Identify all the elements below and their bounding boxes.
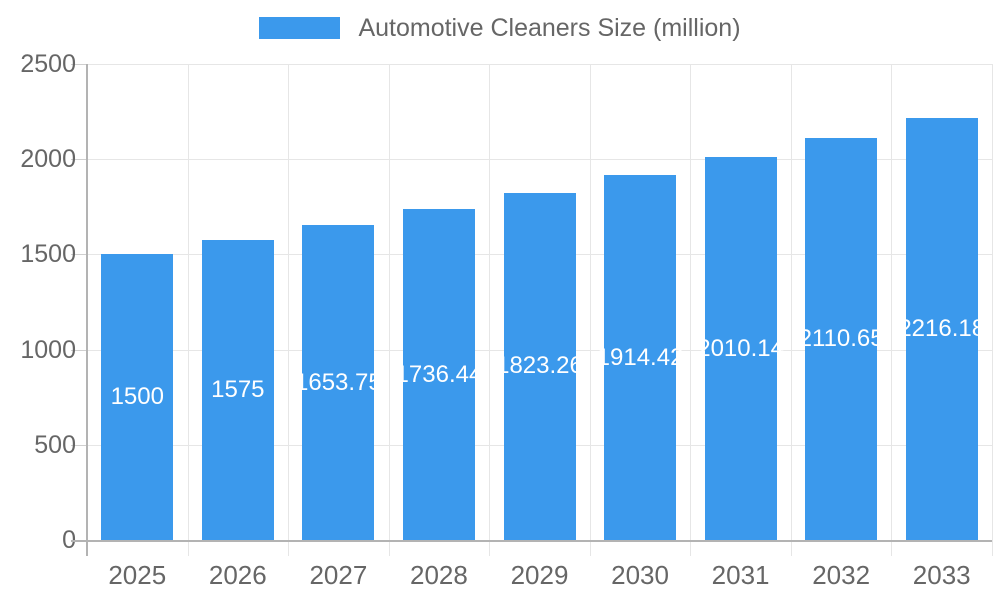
bar-2029[interactable] [503, 192, 576, 540]
y-axis-line [86, 64, 88, 556]
y-axis-tick [71, 64, 87, 65]
x-gridline [187, 64, 189, 556]
plot-area: 0 500 1000 1500 2000 2500 1500 1575 1653.75 1736.… [20, 50, 993, 590]
y-axis-tick [71, 254, 87, 256]
x-axis-label: 2025 [108, 560, 167, 590]
x-gridline [790, 64, 792, 556]
x-axis-label: 2031 [711, 560, 770, 590]
x-gridline [690, 64, 692, 556]
y-axis-label: 1000 [20, 335, 76, 364]
x-gridline [992, 64, 993, 556]
legend-label: Automotive Cleaners Size (million) [358, 13, 741, 42]
x-axis-label: 2032 [812, 560, 871, 590]
y-axis-label: 0 [62, 526, 76, 554]
bar-2026[interactable] [201, 240, 274, 540]
legend-item[interactable]: Automotive Cleaners Size (million) [0, 13, 1000, 43]
x-axis-label: 2028 [410, 560, 468, 590]
bar-2030[interactable] [604, 175, 677, 540]
legend-swatch [259, 17, 341, 39]
x-gridline [388, 64, 390, 556]
x-axis-label: 2026 [208, 560, 267, 590]
x-gridline [288, 64, 290, 556]
y-axis-label: 2500 [20, 50, 76, 78]
y-gridline [87, 64, 992, 65]
bar-2032[interactable] [805, 138, 878, 540]
x-gridline [891, 64, 893, 556]
x-axis-label: 2030 [611, 560, 669, 590]
y-gridline [87, 159, 992, 161]
y-axis-label: 2000 [20, 145, 76, 174]
bar-2031[interactable] [704, 157, 777, 540]
x-gridline [489, 64, 491, 556]
x-axis-label: 2029 [510, 560, 569, 590]
x-axis-label: 2033 [912, 560, 971, 590]
y-axis-label: 500 [34, 430, 76, 459]
x-axis-label: 2027 [309, 560, 368, 590]
x-gridline [589, 64, 591, 556]
bar-2028[interactable] [402, 209, 475, 540]
y-axis-label: 1500 [20, 240, 76, 269]
y-axis-tick [71, 349, 87, 351]
bar-2033[interactable] [905, 118, 978, 540]
y-axis-tick [71, 444, 87, 446]
bar-2027[interactable] [302, 225, 375, 540]
x-axis-line [71, 540, 992, 542]
y-axis-tick [71, 159, 87, 161]
bar-2025[interactable] [101, 254, 174, 540]
